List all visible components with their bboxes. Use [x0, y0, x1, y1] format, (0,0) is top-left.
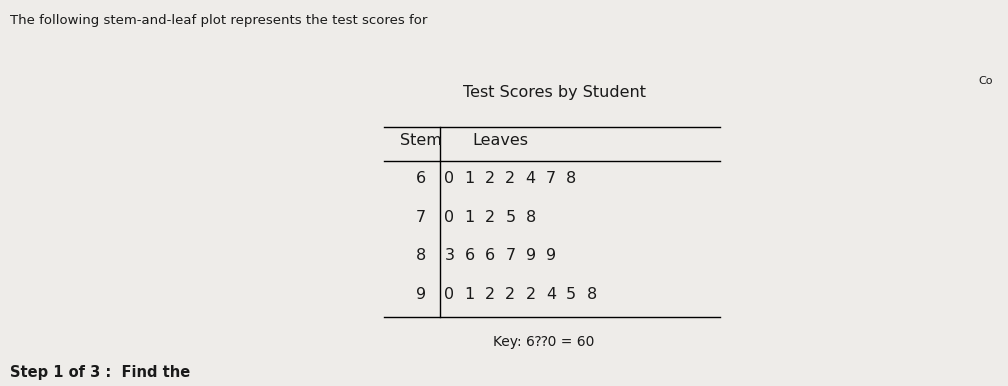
Text: 2: 2	[505, 171, 515, 186]
Text: 8: 8	[525, 210, 536, 225]
Text: 6: 6	[485, 249, 495, 263]
Text: 5: 5	[566, 287, 577, 302]
Text: 7: 7	[505, 249, 515, 263]
Text: 1: 1	[465, 287, 475, 302]
Text: 2: 2	[485, 287, 495, 302]
Text: 3: 3	[445, 249, 455, 263]
Text: 1: 1	[465, 210, 475, 225]
Text: Leaves: Leaves	[472, 132, 528, 147]
Text: Step 1 of 3 :  Find the: Step 1 of 3 : Find the	[10, 365, 196, 380]
Text: Key: 6⁇0 = 60: Key: 6⁇0 = 60	[493, 335, 595, 349]
Text: 2: 2	[485, 210, 495, 225]
Text: Co: Co	[979, 76, 993, 86]
Text: 2: 2	[485, 171, 495, 186]
Text: 7: 7	[416, 210, 426, 225]
Text: 9: 9	[546, 249, 556, 263]
Text: 7: 7	[546, 171, 556, 186]
Text: 4: 4	[546, 287, 556, 302]
Text: 6: 6	[416, 171, 426, 186]
Text: 8: 8	[416, 249, 426, 263]
Text: 8: 8	[566, 171, 577, 186]
Text: 0: 0	[445, 171, 455, 186]
Text: 6: 6	[465, 249, 475, 263]
Text: 0: 0	[445, 210, 455, 225]
Text: 1: 1	[465, 171, 475, 186]
Text: 5: 5	[505, 210, 515, 225]
Text: 9: 9	[525, 249, 535, 263]
Text: 2: 2	[525, 287, 535, 302]
Text: 8: 8	[587, 287, 597, 302]
Text: 9: 9	[416, 287, 426, 302]
Text: Stem: Stem	[400, 132, 443, 147]
Text: Test Scores by Student: Test Scores by Student	[463, 85, 645, 100]
Text: 2: 2	[505, 287, 515, 302]
Text: 4: 4	[525, 171, 535, 186]
Text: The following stem-and-leaf plot represents the test scores for: The following stem-and-leaf plot represe…	[10, 14, 431, 27]
Text: 0: 0	[445, 287, 455, 302]
